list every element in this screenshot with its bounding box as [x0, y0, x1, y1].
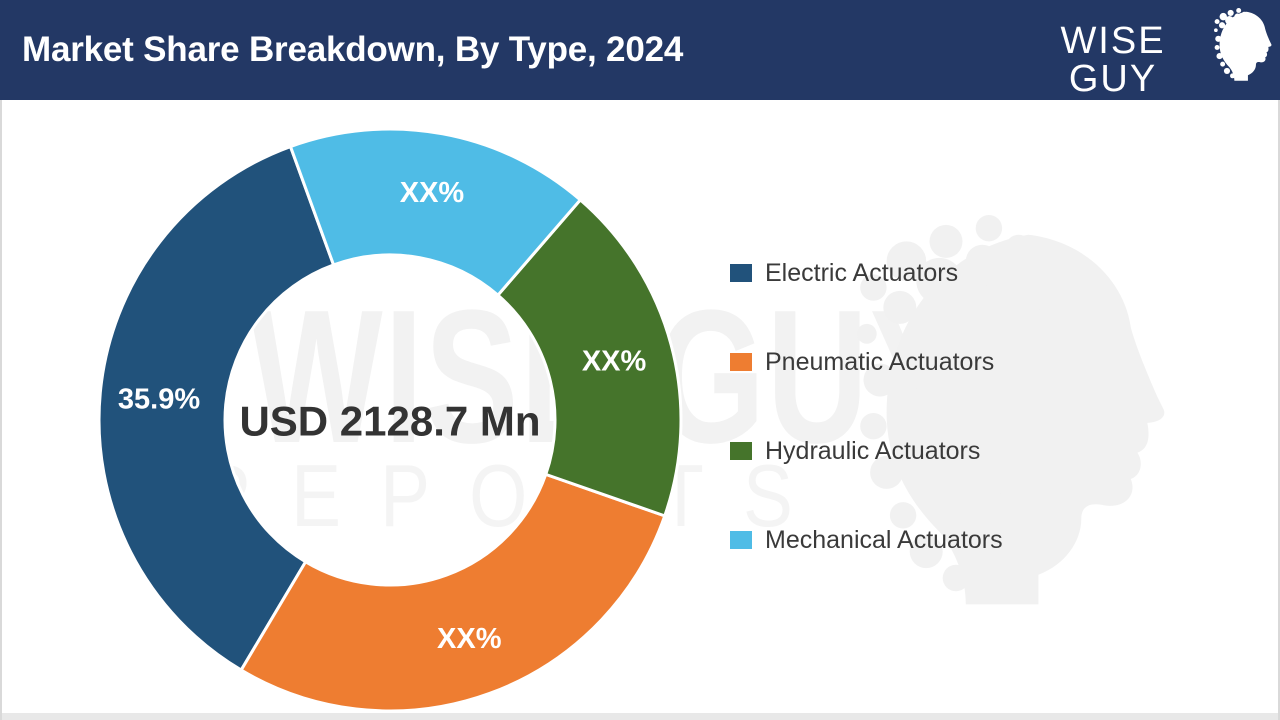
donut-chart: 35.9% XX% XX% XX% USD 2128.7 Mn [97, 127, 683, 713]
brand-logo-line1: WISE GUY [1060, 20, 1166, 100]
legend-swatch-mechanical [730, 531, 752, 549]
legend-swatch-pneumatic [730, 353, 752, 371]
segment-value-label: XX% [400, 177, 465, 209]
donut-segment-labels: 35.9% XX% XX% XX% [118, 177, 647, 655]
segment-value-label: XX% [582, 345, 647, 377]
legend-item-pneumatic: Pneumatic Actuators [730, 349, 1003, 375]
legend-swatch-hydraulic [730, 442, 752, 460]
donut-segments [97, 127, 683, 713]
legend-item-electric: Electric Actuators [730, 260, 1003, 286]
watermark-reports: REPORTS [198, 446, 832, 545]
brand-face-icon [1214, 8, 1272, 81]
legend-label-hydraulic: Hydraulic Actuators [765, 437, 981, 465]
page-title: Market Share Breakdown, By Type, 2024 [22, 30, 684, 69]
brand-logo: WISE GUY REPORTS [1020, 6, 1272, 114]
segment-value-label: 35.9% [118, 383, 200, 415]
segment-value-label: XX% [437, 623, 502, 655]
donut-segment [495, 197, 683, 518]
legend-swatch-electric [730, 264, 752, 282]
legend-label-mechanical: Mechanical Actuators [765, 526, 1003, 554]
legend: Electric Actuators Pneumatic Actuators H… [730, 260, 1003, 553]
legend-label-electric: Electric Actuators [765, 259, 959, 287]
header: Market Share Breakdown, By Type, 2024 WI… [0, 0, 1280, 114]
donut-segment [97, 144, 336, 673]
donut-segment [288, 127, 583, 298]
legend-item-mechanical: Mechanical Actuators [730, 527, 1003, 553]
donut-segment [239, 472, 667, 713]
legend-item-hydraulic: Hydraulic Actuators [730, 438, 1003, 464]
chart-area: WISE GUY REPORTS 35.9% XX% XX% XX% USD 2128… [0, 100, 1280, 720]
chart-center-value: USD 2128.7 Mn [239, 398, 540, 445]
legend-label-pneumatic: Pneumatic Actuators [765, 348, 995, 376]
footer-bar [2, 713, 1278, 720]
